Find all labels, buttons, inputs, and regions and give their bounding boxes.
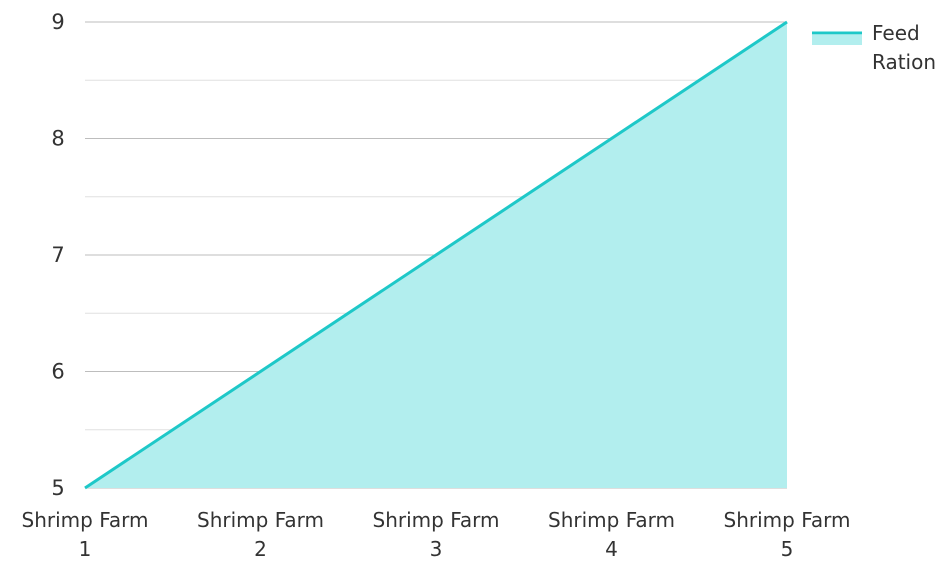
x-tick-label: Shrimp Farm 4 [548, 508, 675, 560]
y-tick-label: 7 [51, 243, 64, 267]
y-tick-label: 9 [51, 10, 64, 34]
x-tick-label: Shrimp Farm 1 [22, 508, 149, 560]
y-tick-label: 8 [51, 127, 64, 151]
legend: Feed Ration [812, 21, 936, 74]
x-axis-tick-labels: Shrimp Farm 1 Shrimp Farm 2 Shrimp Farm 3 Shri… [22, 508, 851, 561]
y-axis-tick-labels: 5 6 7 8 9 [51, 10, 64, 500]
y-tick-label: 6 [51, 360, 64, 384]
series-line-layer [84, 20, 788, 490]
legend-label-feed-ration: Feed Ration [872, 21, 936, 74]
y-tick-label: 5 [51, 476, 64, 500]
series-line-feed-ration [84, 20, 788, 490]
legend-swatch-fill [812, 35, 862, 45]
x-tick-label: Shrimp Farm 2 [197, 508, 324, 560]
x-tick-label: Shrimp Farm 3 [373, 508, 500, 560]
x-tick-label: Shrimp Farm 5 [724, 508, 851, 560]
